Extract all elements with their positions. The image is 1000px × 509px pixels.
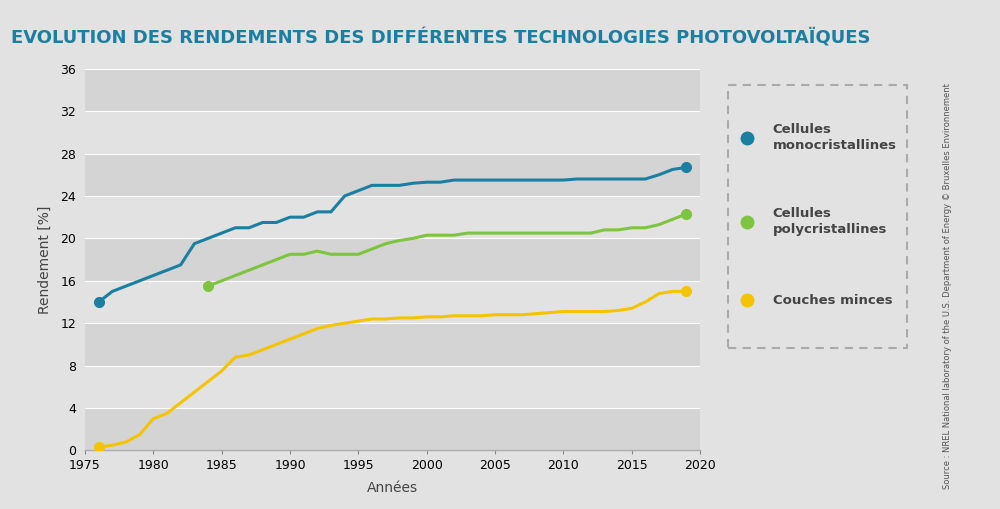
Bar (85, 196, 700, 238)
Bar (85, 323, 700, 365)
Text: Cellules
polycristallines: Cellules polycristallines (773, 208, 887, 236)
FancyBboxPatch shape (728, 84, 907, 348)
Bar (85, 238, 700, 281)
Bar (85, 408, 700, 450)
Bar (85, 365, 700, 408)
Y-axis label: Rendement [%]: Rendement [%] (38, 206, 52, 314)
Bar (85, 281, 700, 323)
Bar (85, 154, 700, 196)
Bar (85, 111, 700, 154)
Bar (85, 69, 700, 111)
Text: Cellules
monocristallines: Cellules monocristallines (773, 124, 897, 152)
X-axis label: Années: Années (367, 481, 418, 495)
Text: Couches minces: Couches minces (773, 294, 892, 307)
Text: Source : NREL National laboratory of the U.S. Department of Energy © Bruxelles E: Source : NREL National laboratory of the… (943, 83, 952, 489)
Text: EVOLUTION DES RENDEMENTS DES DIFFÉRENTES TECHNOLOGIES PHOTOVOLTAÏQUES: EVOLUTION DES RENDEMENTS DES DIFFÉRENTES… (11, 29, 871, 48)
